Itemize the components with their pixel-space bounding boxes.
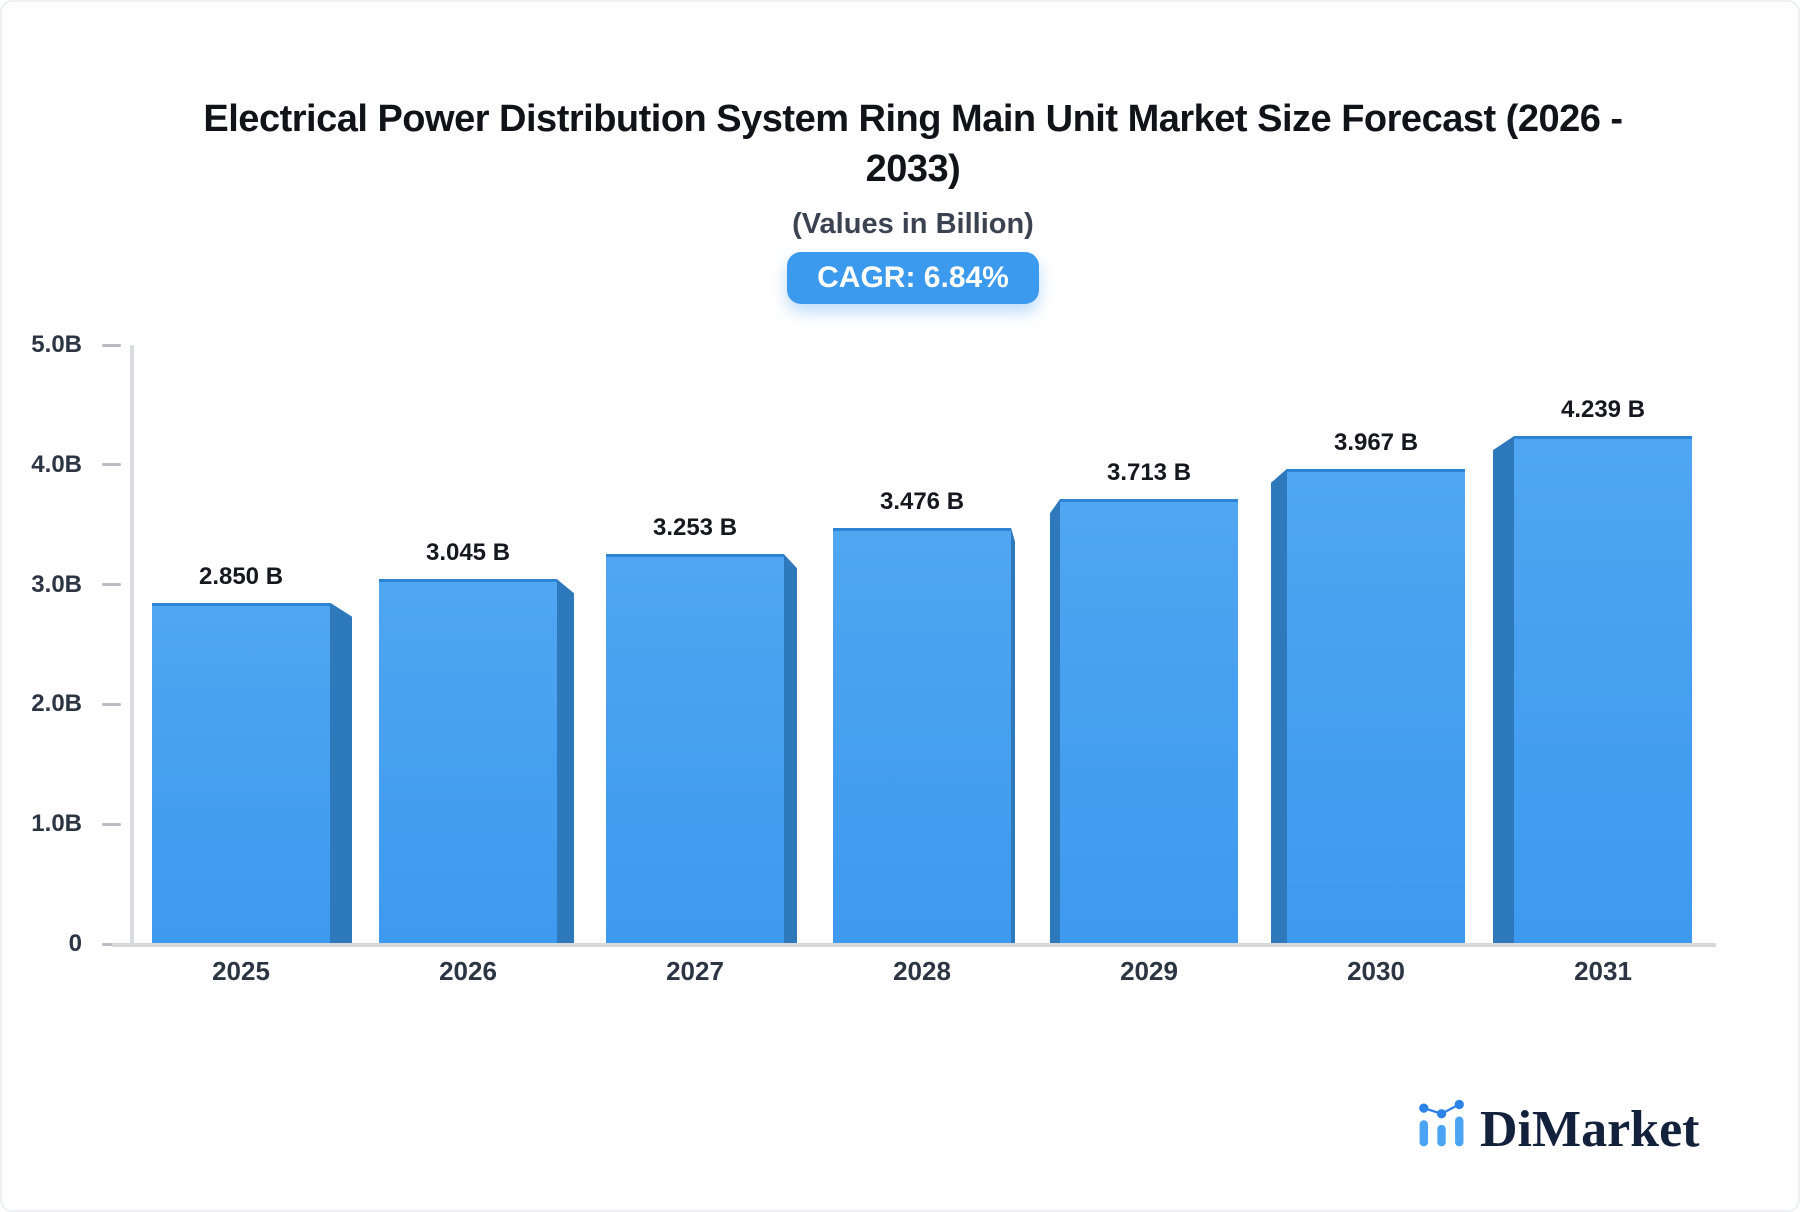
y-tick-label: 0 [68,930,82,957]
bar [1060,499,1238,946]
bar-side-face [330,602,352,946]
bar-side-face [1271,468,1287,946]
cagr-badge: CAGR: 6.84% [787,252,1039,304]
bar [833,527,1011,946]
x-tick-label: 2028 [893,956,951,986]
chart-title-line2: 2033) [865,148,961,190]
dimarket-bars-icon [1414,1096,1470,1157]
bar-side-face [1011,527,1015,946]
y-tick-label: 5.0B [31,331,82,358]
x-tick-label: 2030 [1347,956,1405,986]
y-tick-dash [102,463,121,467]
y-tick-label: 2.0B [31,690,82,718]
bar [606,554,784,946]
chart-title-line1: Electrical Power Distribution System Rin… [203,98,1623,140]
x-tick-label: 2029 [1120,956,1178,986]
bar [379,579,557,946]
y-tick-dash [102,822,121,826]
y-axis-line [130,345,134,947]
bar-side-face [557,579,574,946]
bar-value-label: 3.253 B [652,514,738,542]
x-tick-label: 2026 [439,956,497,986]
y-tick-dash [102,583,121,587]
bar-value-label: 3.045 B [425,539,511,567]
brand-name: DiMarket [1480,1101,1700,1158]
bar-value-label: 2.850 B [198,562,284,590]
chart-subtitle: (Values in Billion) [792,208,1034,240]
bar-value-label: 4.239 B [1560,396,1646,424]
bar-value-label: 3.713 B [1106,459,1192,487]
bar-value-label: 3.967 B [1333,428,1419,456]
x-tick-label: 2027 [666,956,724,986]
bar-side-face [1493,436,1514,946]
bar-value-label: 3.476 B [879,487,965,515]
bar-side-face [784,554,797,946]
bar [1287,468,1465,946]
chart-header: Electrical Power Distribution System Rin… [112,94,1714,304]
x-tick-label: 2025 [212,956,270,986]
bar-side-face [1050,499,1060,946]
y-tick-dash [102,343,121,347]
y-tick-label: 1.0B [31,810,82,838]
y-tick-dash [102,942,121,946]
chart-title: Electrical Power Distribution System Rin… [112,94,1714,194]
y-tick-dash [102,702,121,706]
brand-logo: DiMarket [1414,1096,1699,1157]
bar [152,602,330,946]
x-tick-label: 2031 [1574,956,1632,986]
y-tick-label: 3.0B [31,570,82,598]
y-tick-label: 4.0B [31,450,82,478]
x-axis-line [112,943,1716,947]
bar [1514,436,1692,946]
